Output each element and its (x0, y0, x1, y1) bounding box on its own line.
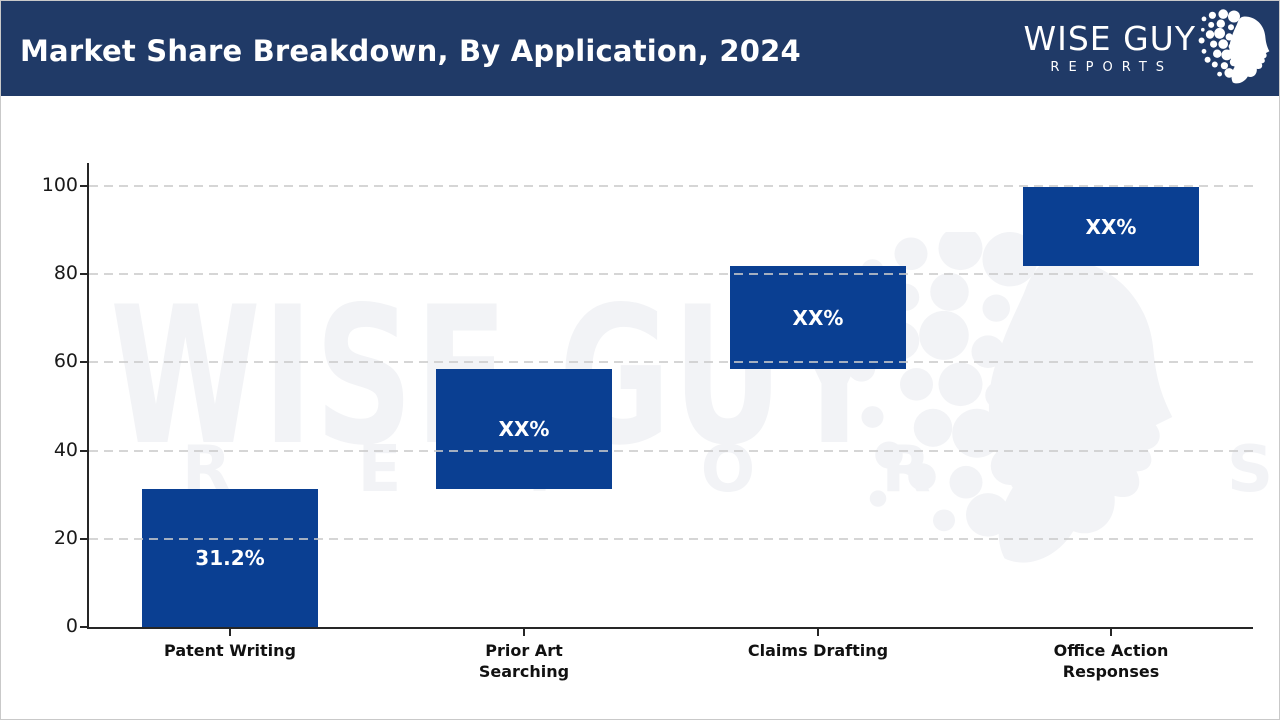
brand-logo-text: WISE GUY REPORTS (1023, 22, 1196, 75)
bar-value-label: 31.2% (195, 546, 265, 571)
category-label: Patent Writing (164, 641, 296, 660)
category-label: Prior Art Searching (478, 641, 570, 681)
y-tick-mark-100 (80, 185, 87, 187)
gridline-20 (89, 537, 1253, 540)
gridline-100 (89, 185, 1253, 187)
brand-logo-subtitle: REPORTS (1050, 59, 1174, 75)
bar-segment (142, 489, 318, 627)
y-tick-mark-80 (80, 273, 87, 276)
bar-segment (436, 369, 612, 490)
y-tick-label-0: 0 (65, 615, 78, 637)
bar-value-label: XX% (1085, 214, 1137, 239)
brand-logo: WISE GUY REPORTS (1023, 4, 1270, 92)
x-tick-mark (817, 629, 819, 636)
y-tick-label-60: 60 (53, 350, 78, 373)
x-tick-mark (1110, 629, 1112, 636)
y-tick-label-40: 40 (53, 438, 78, 461)
gridline-60 (89, 361, 1253, 364)
x-tick-mark (229, 629, 231, 636)
category-label: Office Action Responses (1053, 641, 1169, 681)
category-label: Claims Drafting (747, 641, 889, 660)
bar-segment (1023, 186, 1199, 267)
y-tick-label-20: 20 (53, 526, 78, 549)
bar-value-label: XX% (498, 417, 550, 442)
y-tick-mark-20 (80, 537, 87, 540)
chart-title: Market Share Breakdown, By Application, … (20, 34, 801, 68)
y-tick-mark-0 (80, 626, 87, 628)
y-tick-label-100: 100 (41, 174, 78, 196)
y-tick-mark-40 (80, 449, 87, 452)
bar-value-label: XX% (792, 305, 844, 330)
y-axis (87, 163, 89, 629)
brand-logo-name: WISE GUY (1023, 18, 1196, 58)
gridline-40 (89, 449, 1253, 452)
y-tick-mark-60 (80, 361, 87, 364)
header-bar: Market Share Breakdown, By Application, … (0, 0, 1280, 96)
x-tick-mark (523, 629, 525, 636)
wiseguy-head-icon (1198, 9, 1270, 84)
gridline-80 (89, 273, 1253, 276)
y-tick-label-80: 80 (53, 262, 78, 285)
bar-segment (730, 266, 906, 369)
x-axis (87, 627, 1253, 629)
